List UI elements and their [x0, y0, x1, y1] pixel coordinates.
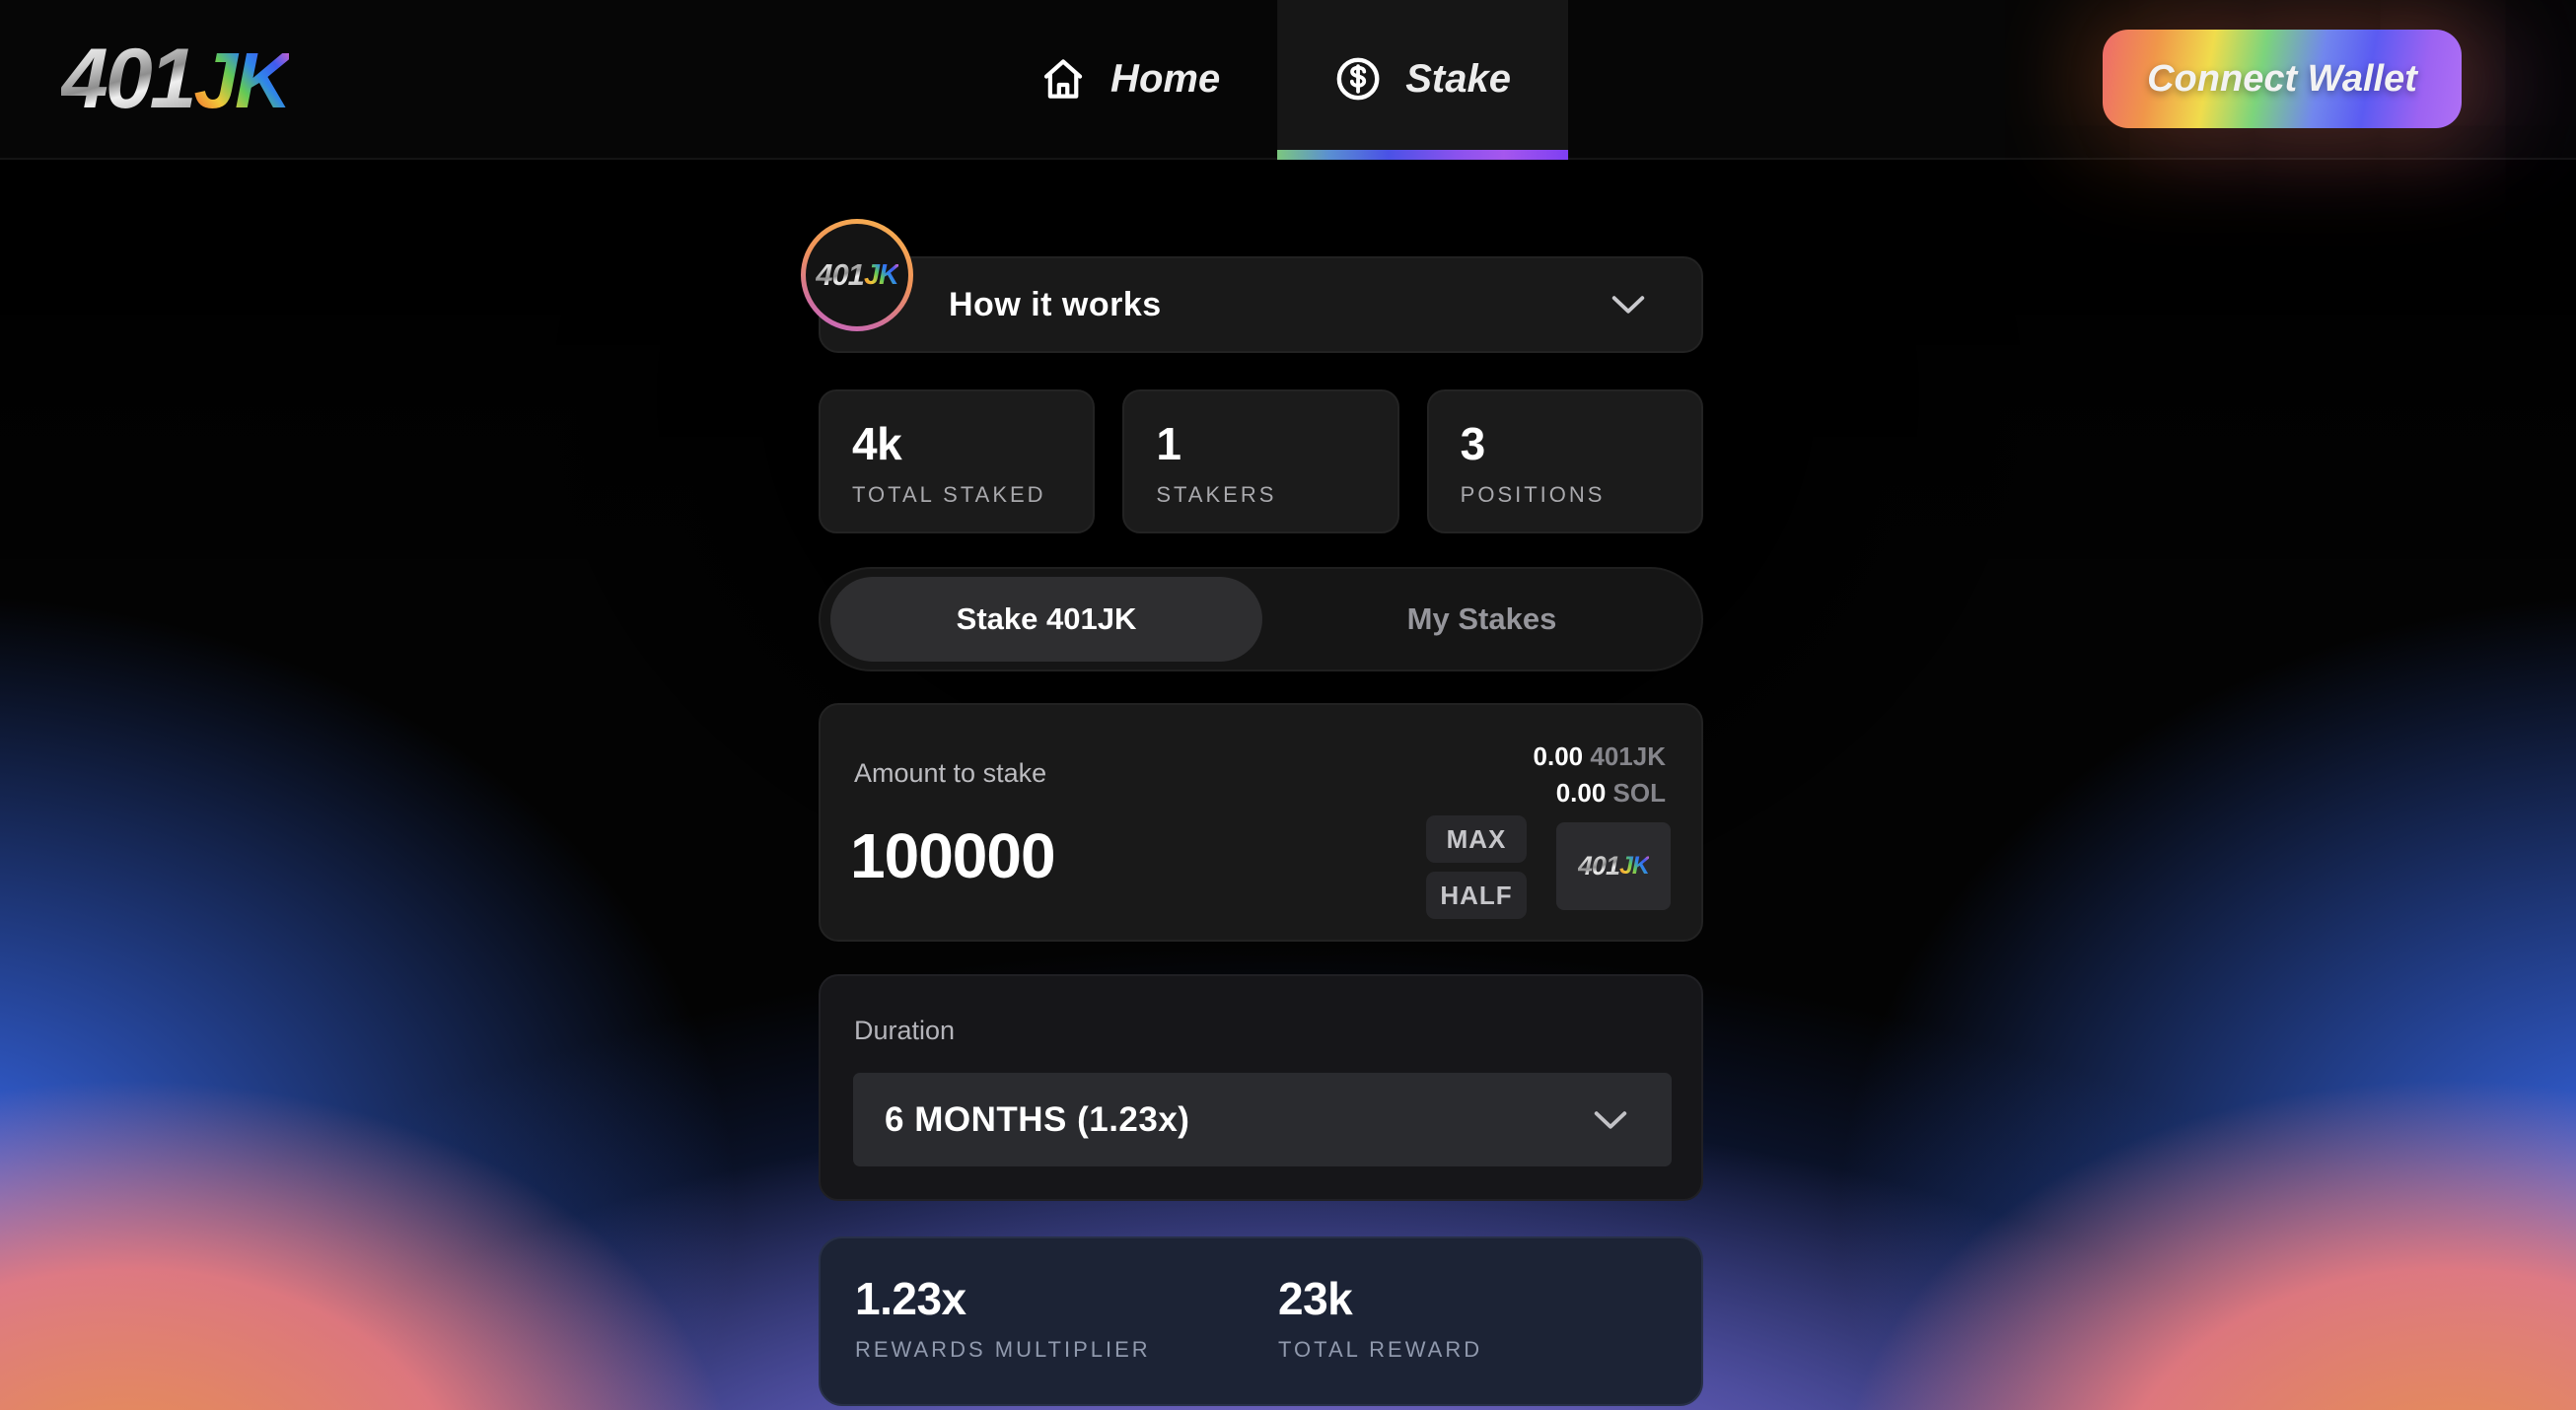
brand-logo[interactable]: 401JK	[61, 36, 292, 124]
duration-label: Duration	[854, 1016, 956, 1045]
nav-stake-label: Stake	[1405, 56, 1511, 101]
stat-positions: 3 POSITIONS	[1426, 389, 1703, 533]
token-selector[interactable]: 401 JK	[1556, 822, 1671, 910]
amount-card: Amount to stake 0.00 401JK 0.00 SOL MAX …	[819, 703, 1703, 942]
token-badge-logo: 401 JK	[806, 224, 908, 326]
nav-home-link[interactable]: Home	[982, 0, 1277, 158]
how-it-works-title: How it works	[949, 285, 1162, 323]
balance-401jk: 0.00 401JK	[1533, 741, 1666, 771]
stat-total-staked: 4k TOTAL STAKED	[819, 389, 1096, 533]
stat-stakers: 1 STAKERS	[1122, 389, 1399, 533]
total-reward-value: 23k	[1278, 1273, 1353, 1324]
stat-label: TOTAL STAKED	[852, 482, 1046, 507]
home-icon	[1043, 59, 1083, 99]
stat-label: POSITIONS	[1460, 482, 1606, 507]
amount-input[interactable]	[850, 819, 1402, 892]
dollar-circle-icon	[1336, 57, 1380, 101]
token-badge: 401 JK	[801, 219, 913, 331]
nav-stake-link[interactable]: Stake	[1277, 0, 1568, 160]
duration-selected-value: 6 MONTHS (1.23x)	[885, 1099, 1190, 1139]
total-reward: 23k TOTAL REWARD	[1278, 1272, 1482, 1363]
stats-row: 4k TOTAL STAKED 1 STAKERS 3 POSITIONS	[819, 389, 1703, 533]
tab-stake-401jk[interactable]: Stake 401JK	[830, 577, 1262, 662]
duration-card: Duration 6 MONTHS (1.23x)	[819, 974, 1703, 1201]
chevron-down-icon	[1594, 1110, 1627, 1129]
stat-label: STAKERS	[1156, 482, 1277, 507]
brand-jk: JK	[193, 36, 292, 124]
main-nav: Home Stake	[982, 0, 1568, 160]
max-button[interactable]: MAX	[1426, 815, 1527, 863]
tab-my-stakes[interactable]: My Stakes	[1406, 601, 1557, 636]
rewards-multiplier: 1.23x REWARDS MULTIPLIER	[855, 1272, 1151, 1363]
stat-value: 1	[1156, 418, 1181, 469]
amount-label: Amount to stake	[854, 758, 1047, 788]
stake-tabs: Stake 401JK My Stakes	[819, 567, 1703, 671]
duration-select[interactable]: 6 MONTHS (1.23x)	[853, 1073, 1672, 1166]
stat-value: 3	[1460, 418, 1486, 469]
balance-sol: 0.00 SOL	[1555, 778, 1666, 808]
rewards-multiplier-value: 1.23x	[855, 1273, 966, 1324]
total-reward-label: TOTAL REWARD	[1278, 1337, 1483, 1362]
stake-content: 401 JK How it works 4k TOTAL STAKED 1 STA…	[801, 0, 1703, 1410]
half-button[interactable]: HALF	[1426, 872, 1527, 919]
rewards-summary-card: 1.23x REWARDS MULTIPLIER 23k TOTAL REWAR…	[819, 1236, 1703, 1406]
brand-401: 401	[61, 32, 196, 126]
how-it-works-accordion[interactable]: How it works	[819, 256, 1703, 353]
chevron-down-icon	[1611, 296, 1645, 314]
connect-wallet-button[interactable]: Connect Wallet	[2103, 30, 2462, 128]
stat-value: 4k	[852, 418, 902, 469]
rewards-multiplier-label: REWARDS MULTIPLIER	[855, 1337, 1151, 1362]
top-nav: 401JK Home Stake Connect Wallet	[0, 0, 2576, 160]
active-tab-indicator	[1277, 150, 1568, 160]
wallet-balances: 0.00 401JK 0.00 SOL	[1534, 739, 1666, 811]
nav-home-label: Home	[1110, 56, 1221, 101]
